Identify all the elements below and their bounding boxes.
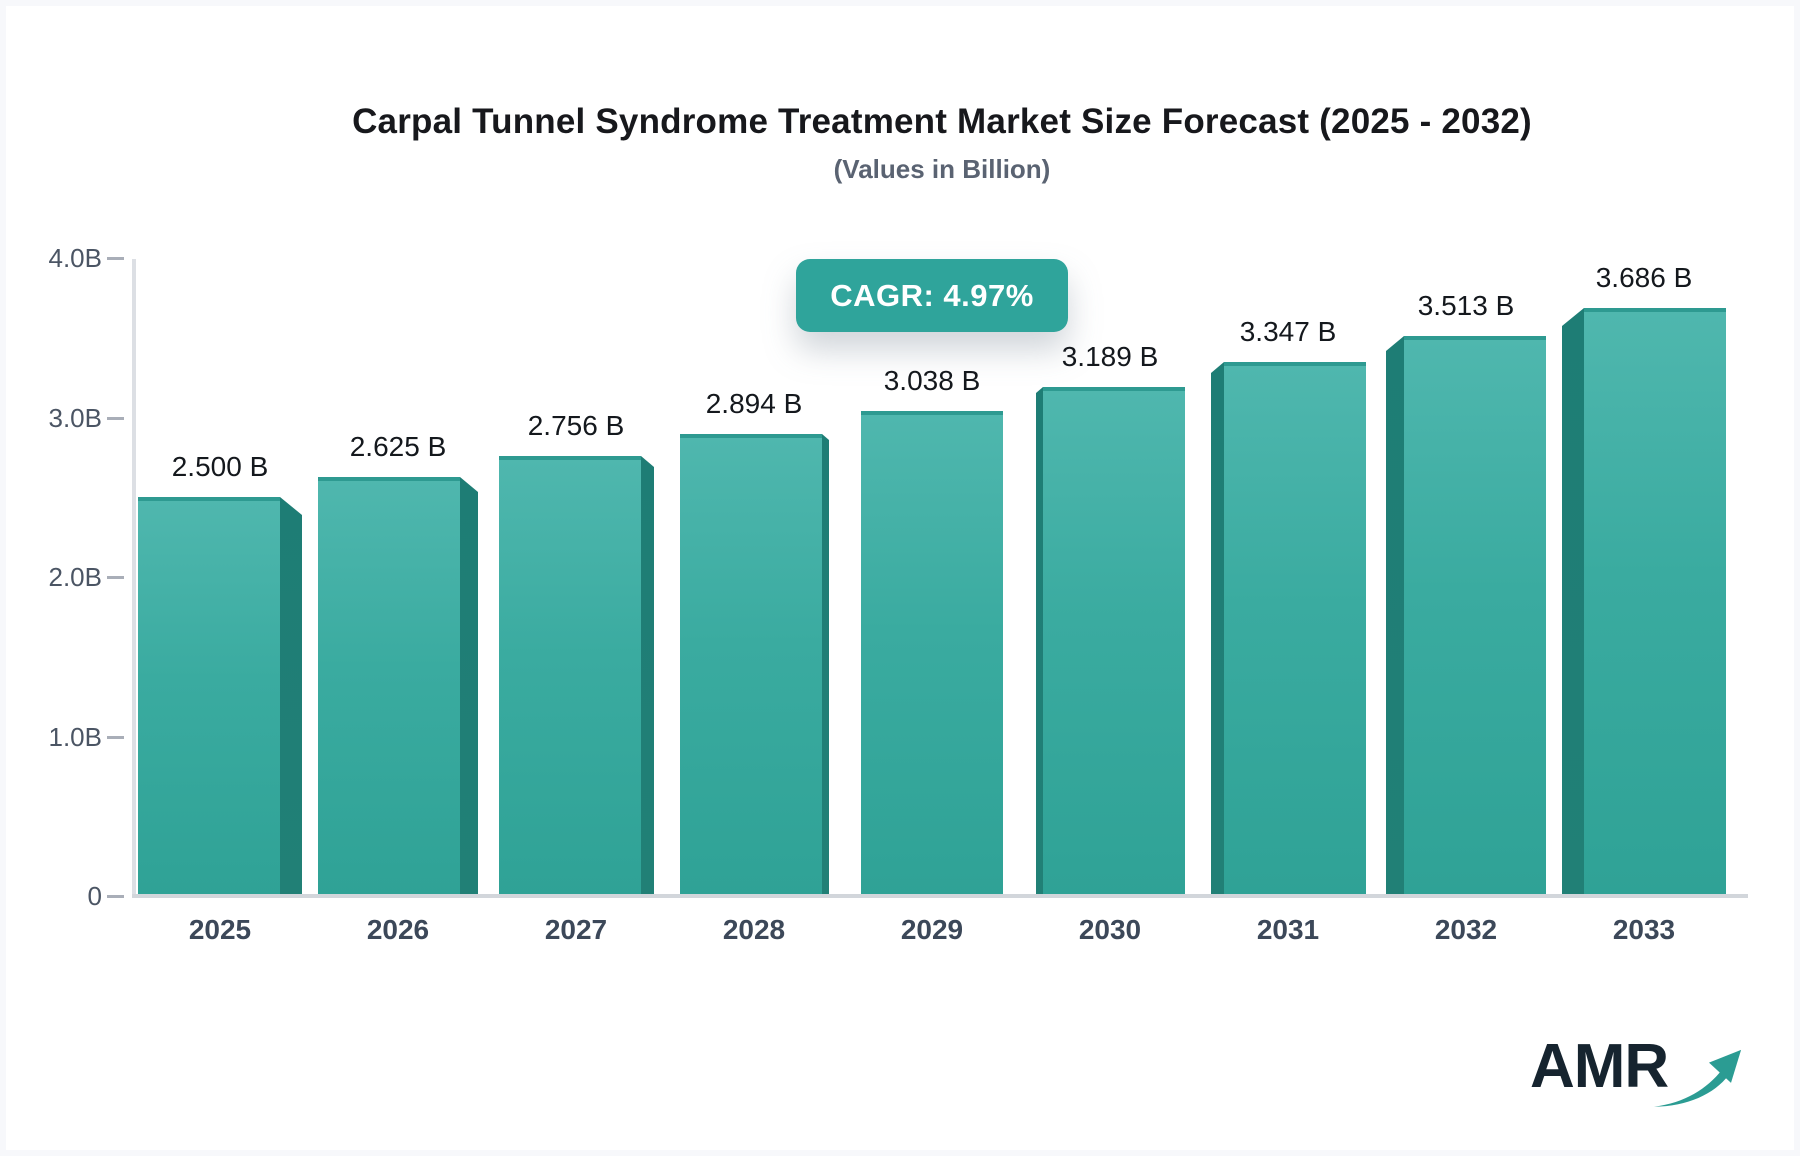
x-axis-label-2030: 2030 [1078,914,1142,945]
bar-side-face [641,456,654,896]
bar-group-2025 [138,497,302,896]
y-tick-label: 2.0B [48,562,103,592]
x-axis-label-2026: 2026 [366,914,430,945]
cagr-badge: CAGR: 4.97% [796,259,1068,332]
bar-group-2030 [1036,387,1185,896]
bar-face [680,434,822,896]
x-axis-label-2029: 2029 [900,914,964,945]
bar-face [1584,308,1726,896]
bar-face [318,477,460,896]
y-tick-label: 1.0B [48,721,103,752]
amr-logo: AMR [1530,1032,1742,1126]
bar-value-label: 2.625 B [349,431,447,462]
x-axis-label-2027: 2027 [544,914,608,945]
y-axis-line [132,259,136,898]
cagr-badge-label: CAGR: 4.97% [830,277,1034,313]
y-tick-mark [107,416,124,420]
y-tick-mark [107,257,124,260]
bar-group-2031 [1211,362,1366,896]
bar-side-face [280,497,302,896]
amr-logo-text: AMR [1530,1032,1669,1101]
bar-group-2027 [499,456,654,896]
bar-group-2028 [680,434,829,896]
y-tick-label: 4.0B [48,243,103,273]
bar-value-label: 3.189 B [1061,341,1159,372]
x-axis-label-2032: 2032 [1434,914,1498,945]
bar-side-face [460,477,478,896]
bar-value-label: 3.347 B [1239,316,1337,347]
chart-title: Carpal Tunnel Syndrome Treatment Market … [352,102,1532,141]
bar-face [1043,387,1185,896]
growth-arrow-icon [1654,1049,1742,1107]
chart-subtitle: (Values in Billion) [833,154,1051,184]
bar-side-face [1562,308,1584,896]
y-tick-mark [107,735,124,739]
bar-group-2026 [318,477,478,896]
x-axis-label-2033: 2033 [1612,914,1676,945]
bar-side-face [1036,387,1043,896]
x-axis-label-2028: 2028 [722,914,786,945]
bar-face [861,411,1003,896]
y-tick-label: 3.0B [48,402,103,433]
y-tick-label: 0 [87,881,102,911]
bar-value-label: 2.756 B [527,410,625,441]
y-tick-mark [107,895,124,898]
bar-value-label: 2.894 B [705,388,803,419]
bar-face [499,456,641,896]
x-axis-label-2025: 2025 [188,914,252,945]
bar-face [138,497,280,896]
bar-side-face [822,434,829,896]
x-axis-label-2031: 2031 [1256,914,1320,945]
bar-group-2029 [861,411,1003,896]
bar-face [1404,336,1546,896]
bar-side-face [1386,336,1404,896]
bar-side-face [1211,362,1224,896]
y-tick-mark [107,576,124,579]
bar-value-label: 3.686 B [1595,262,1693,293]
bar-face [1224,362,1366,896]
bar-group-2033 [1562,308,1726,896]
bar-value-label: 2.500 B [171,451,269,482]
bar-group-2032 [1386,336,1546,896]
x-axis-line [132,894,1748,898]
bar-value-label: 3.038 B [883,365,981,396]
bar-value-label: 3.513 B [1417,290,1515,321]
